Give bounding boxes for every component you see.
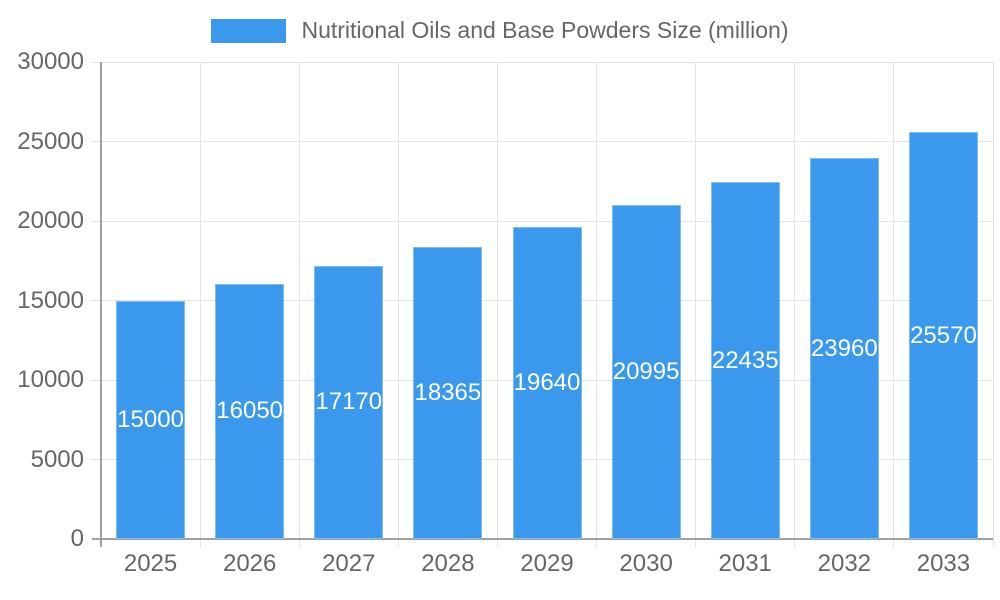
bar-value-label: 18365 [414,378,482,406]
y-axis-line [100,62,102,547]
x-axis-category-label: 2025 [123,550,178,577]
x-axis-category-label: 2033 [916,550,971,577]
x-gridline [992,62,994,539]
y-gridline [101,141,993,142]
x-axis-tick [298,539,300,547]
x-axis-line [92,538,993,540]
x-axis-category-label: 2030 [619,550,673,577]
bar-2030 [611,205,681,539]
y-gridline [101,61,993,63]
x-axis-tick [695,539,697,547]
x-gridline [199,62,201,539]
legend-label: Nutritional Oils and Base Powders Size (… [301,17,789,43]
bar-2031 [710,182,780,539]
bar-2033 [908,132,978,539]
x-axis-category-label: 2032 [817,550,872,577]
x-axis-tick [199,539,201,547]
x-axis-tick [893,539,895,547]
y-axis-tick [92,220,101,222]
bar-value-label: 22435 [711,346,779,374]
x-axis-tick [794,539,796,547]
bar-value-label: 23960 [810,334,878,362]
bar-value-label: 19640 [513,368,581,396]
x-gridline [596,62,598,539]
x-axis-tick [397,539,399,547]
x-gridline [397,62,399,539]
x-axis-category-label: 2029 [520,550,574,577]
x-axis-category-label: 2028 [421,550,475,577]
x-gridline [298,62,300,539]
y-axis-tick-label: 0 [70,525,84,552]
x-axis-category-label: 2027 [322,550,376,577]
y-axis-tick [92,141,101,142]
bar-2025 [116,300,186,539]
y-axis-tick [92,61,101,63]
y-axis-tick [92,379,101,381]
x-gridline [496,62,498,539]
y-axis-tick [92,300,101,301]
bar-2026 [215,283,285,539]
bar-2027 [314,266,384,539]
bar-value-label: 15000 [117,405,184,433]
bar-2032 [809,158,879,539]
bar-value-label: 16050 [216,397,284,425]
bar-value-label: 20995 [612,358,680,386]
x-gridline [695,62,697,539]
bar-value-label: 25570 [910,321,977,349]
chart-legend[interactable]: Nutritional Oils and Base Powders Size (… [0,17,1000,44]
y-gridline [101,220,993,222]
plot-area: 0 5000 10000 15000 20000 25000 30000 15000 2025 1… [17,48,994,577]
y-axis-tick [92,459,101,460]
x-gridline [893,62,895,539]
x-axis-tick [992,539,994,547]
y-axis-tick-label: 30000 [17,48,84,75]
x-axis-category-label: 2031 [718,550,772,577]
y-axis-tick-label: 20000 [17,207,84,234]
y-axis-tick-label: 10000 [17,366,84,393]
x-gridline [794,62,796,539]
y-axis-tick-label: 5000 [30,445,84,473]
x-axis-tick [596,539,598,547]
x-axis-category-label: 2026 [222,550,277,577]
y-axis-tick-label: 15000 [17,286,84,314]
legend-swatch-icon [211,18,287,43]
x-axis-tick [496,539,498,547]
bar-value-label: 17170 [315,388,383,416]
bar-2029 [512,226,582,539]
bar-2028 [413,247,483,539]
y-axis-tick-label: 25000 [17,127,84,155]
